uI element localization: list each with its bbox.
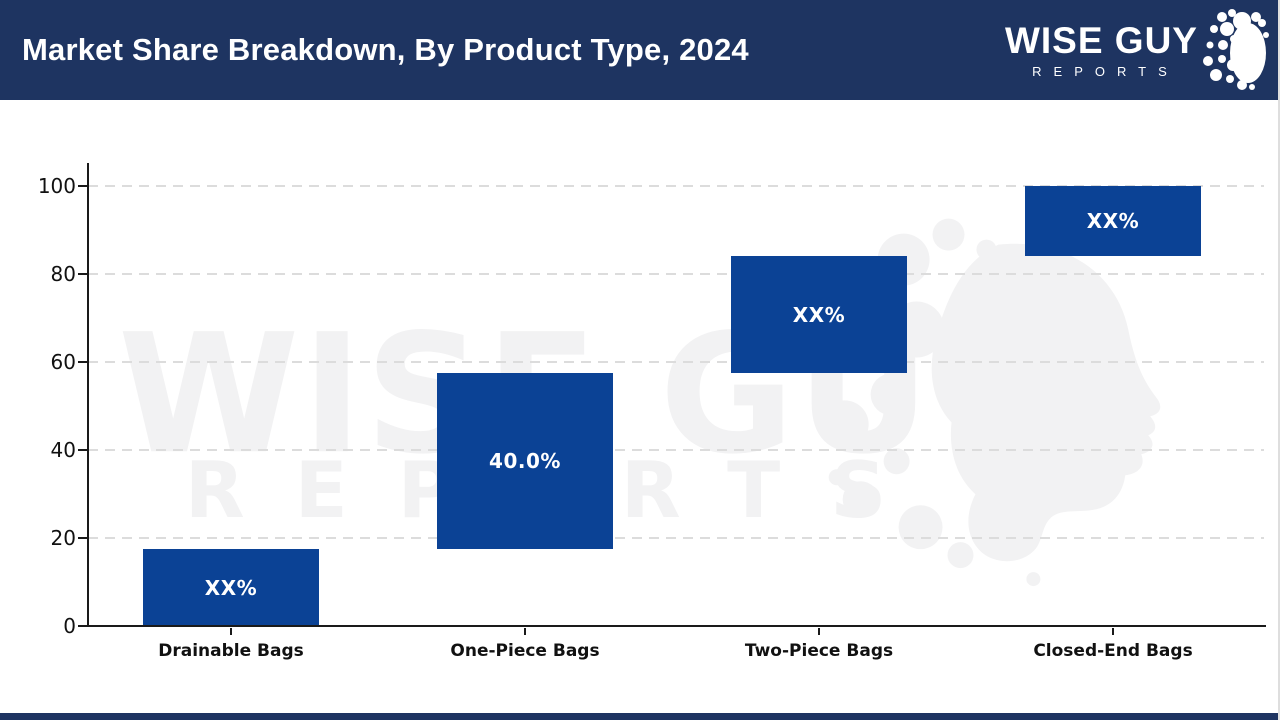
x-tick-label: One-Piece Bags (450, 641, 600, 661)
y-tick-mark (78, 361, 87, 363)
y-tick-mark (78, 185, 87, 187)
bar-value-label: XX% (792, 302, 846, 327)
gridline (88, 449, 1264, 451)
bar-value-label: XX% (1086, 209, 1140, 234)
header: Market Share Breakdown, By Product Type,… (0, 0, 1278, 100)
x-tick-mark (524, 628, 526, 635)
y-tick-mark (78, 537, 87, 539)
y-tick-label: 20 (50, 526, 76, 550)
brand-face-icon (1203, 9, 1269, 90)
y-tick-label: 80 (50, 262, 76, 286)
x-axis-line (86, 625, 1266, 627)
y-tick-label: 100 (37, 174, 76, 198)
x-tick-label: Two-Piece Bags (744, 641, 894, 661)
page-title: Market Share Breakdown, By Product Type,… (22, 32, 749, 67)
bar-two-piece-bags: XX% (731, 256, 907, 373)
brand-name-text: WISE GUY (1004, 19, 1198, 61)
brand-subtitle-text: REPORTS (1032, 63, 1179, 79)
brand-wordmark: WISE GUY REPORTS (1005, 22, 1198, 79)
x-tick-mark (230, 628, 232, 635)
y-tick-label: 0 (63, 614, 76, 638)
brand-logo: WISE GUY REPORTS (1005, 7, 1270, 93)
gridline (88, 273, 1264, 275)
gridline (88, 537, 1264, 539)
bar-closed-end-bags: XX% (1025, 186, 1201, 257)
footer-bar (0, 713, 1278, 720)
x-tick-label: Closed-End Bags (1033, 641, 1193, 661)
gridline (88, 361, 1264, 363)
bar-value-label: XX% (204, 575, 258, 600)
x-tick-mark (818, 628, 820, 635)
y-tick-mark (78, 273, 87, 275)
x-tick-label: Drainable Bags (158, 641, 304, 661)
bar-value-label: 40.0% (489, 449, 561, 473)
bar-one-piece-bags: 40.0% (437, 373, 613, 549)
x-tick-mark (1112, 628, 1114, 635)
y-tick-label: 60 (50, 350, 76, 374)
y-axis-line (87, 163, 89, 627)
y-tick-label: 40 (50, 438, 76, 462)
y-tick-mark (78, 625, 87, 627)
gridline (88, 185, 1264, 187)
bar-drainable-bags: XX% (143, 549, 319, 626)
y-tick-mark (78, 449, 87, 451)
